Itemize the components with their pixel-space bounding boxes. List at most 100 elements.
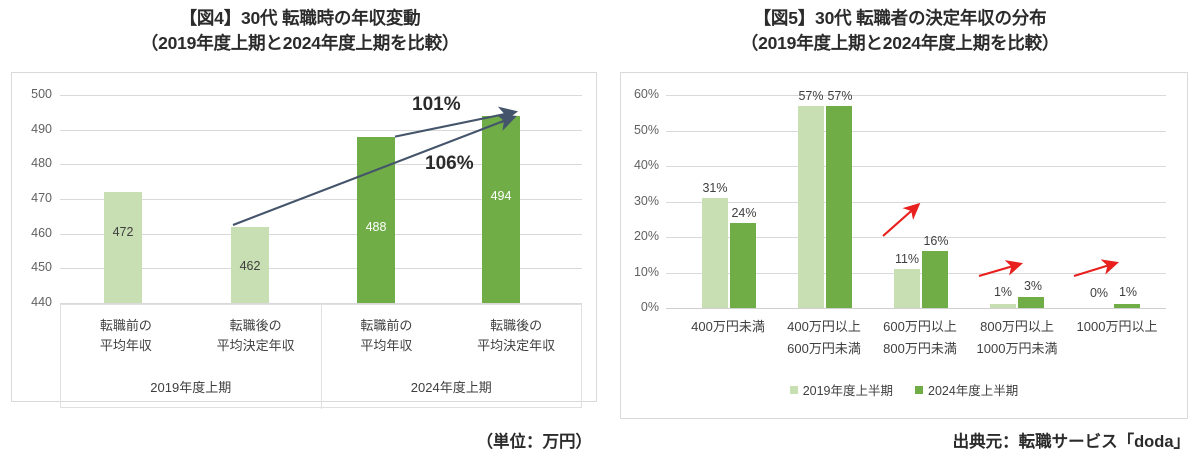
value-2024-g2: 57% bbox=[827, 89, 853, 103]
bar-2024-g1 bbox=[730, 222, 756, 308]
bar-value-462: 462 bbox=[239, 259, 261, 273]
gridline-60pct bbox=[666, 95, 1166, 96]
value-2024-g4: 3% bbox=[1023, 279, 1043, 293]
y-tick-440: 440 bbox=[31, 295, 52, 309]
gridline-40pct bbox=[666, 166, 1166, 167]
figure-5-title-line1: 【図5】30代 転職者の決定年収の分布 bbox=[753, 8, 1047, 28]
x-label-4-line1: 800万円以上 bbox=[980, 319, 1054, 334]
category-2-line2: 平均決定年収 bbox=[216, 338, 295, 353]
figure-5-title-line2: （2019年度上期と2024年度上期を比較） bbox=[740, 33, 1060, 54]
y-tick-470: 470 bbox=[31, 191, 52, 205]
bar-2024-g3 bbox=[922, 251, 948, 308]
x-label-1-line1: 400万円未満 bbox=[691, 319, 765, 334]
bar-value-494: 494 bbox=[490, 189, 512, 203]
legend-label-2019: 2019年度上半期 bbox=[802, 384, 893, 398]
annotation-101: 101% bbox=[412, 94, 461, 115]
x-label-3-line2: 800万円未満 bbox=[883, 341, 957, 357]
y-tick-460: 460 bbox=[31, 225, 52, 240]
bar-2024-g5 bbox=[1114, 304, 1140, 308]
figure-5-arrow-layer bbox=[882, 202, 1120, 278]
figure-5-legend: 2019年度上半期 2024年度上半期 bbox=[621, 380, 1187, 399]
value-2024-g3: 16% bbox=[923, 234, 949, 248]
bar-2024-after bbox=[482, 115, 520, 303]
x-label-group-4: 800万円以上 1000万円未満 bbox=[957, 316, 1077, 360]
legend-item-2019[interactable]: 2019年度上半期 bbox=[789, 380, 893, 399]
y-tick-480: 480 bbox=[31, 156, 52, 171]
value-2024-g1: 24% bbox=[731, 206, 757, 220]
category-3-line2: 平均年収 bbox=[360, 338, 413, 353]
y-tick-500: 500 bbox=[31, 87, 52, 101]
x-label-group-1: 400万円未満 bbox=[671, 316, 785, 338]
figure-4-panel: 【図4】30代 転職時の年収変動 （2019年度上期と2024年度上期を比較） … bbox=[0, 6, 600, 451]
value-2019-g2: 57% bbox=[798, 89, 824, 103]
gridline-450 bbox=[60, 268, 582, 270]
y-tick-0pct: 0% bbox=[640, 300, 659, 314]
bar-value-472: 472 bbox=[112, 225, 134, 239]
y-tick-450: 450 bbox=[31, 260, 52, 275]
value-2019-g5: 0% bbox=[1089, 286, 1109, 300]
arrow-106 bbox=[232, 114, 517, 226]
y-tick-490: 490 bbox=[31, 121, 52, 136]
value-2019-g3: 11% bbox=[894, 252, 920, 266]
x-label-group-2: 400万円以上 600万円未満 bbox=[767, 316, 881, 360]
y-tick-60pct: 60% bbox=[633, 87, 659, 101]
figure-4-unit-note: （単位：万円） bbox=[476, 433, 593, 451]
x-label-4-line2: 1000万円未満 bbox=[976, 341, 1058, 357]
legend-label-2024: 2024年度上半期 bbox=[928, 384, 1019, 398]
bar-2019-before bbox=[104, 192, 142, 303]
bar-2024-g2 bbox=[826, 105, 852, 308]
category-1-line1: 転職前の bbox=[99, 317, 152, 333]
legend-swatch-2024-icon bbox=[915, 385, 923, 394]
gridline-500 bbox=[60, 95, 582, 96]
trend-arrow-g4 bbox=[978, 260, 1024, 278]
figure-4-title-line1: 【図4】30代 転職時の年収変動 bbox=[179, 8, 421, 28]
figure-5-title: 【図5】30代 転職者の決定年収の分布 （2019年度上期と2024年度上期を比… bbox=[600, 6, 1200, 57]
category-cell-1: 転職前の 平均年収 bbox=[61, 305, 191, 367]
group-cell-2024: 2024年度上期 bbox=[320, 367, 582, 409]
y-tick-40pct: 40% bbox=[633, 158, 659, 172]
figure-4-title: 【図4】30代 転職時の年収変動 （2019年度上期と2024年度上期を比較） bbox=[0, 6, 600, 57]
gridline-460 bbox=[60, 233, 582, 235]
category-3-line1: 転職前の bbox=[360, 317, 413, 333]
value-2024-g5: 1% bbox=[1118, 285, 1138, 299]
category-cell-2: 転職後の 平均決定年収 bbox=[191, 305, 321, 367]
trend-arrow-g5 bbox=[1073, 259, 1120, 278]
gridline-470 bbox=[60, 199, 582, 200]
x-label-group-3: 600万円以上 800万円未満 bbox=[863, 316, 977, 360]
y-tick-50pct: 50% bbox=[633, 122, 659, 137]
figure-5-source-note: 出典元：転職サービス「doda」 bbox=[952, 433, 1190, 451]
axis-baseline-0pct bbox=[666, 308, 1166, 309]
x-label-group-5: 1000万円以上 bbox=[1055, 316, 1179, 338]
gridline-50pct bbox=[666, 130, 1166, 132]
bar-value-488: 488 bbox=[365, 220, 387, 234]
value-2019-g4: 1% bbox=[993, 285, 1013, 299]
bar-2019-g2 bbox=[798, 105, 824, 308]
category-4-line2: 平均決定年収 bbox=[477, 338, 556, 353]
gridline-480 bbox=[60, 164, 582, 166]
x-label-2-line2: 600万円未満 bbox=[787, 341, 861, 357]
figure-4-title-line2: （2019年度上期と2024年度上期を比較） bbox=[140, 33, 460, 54]
gridline-30pct bbox=[666, 201, 1166, 203]
legend-item-2024[interactable]: 2024年度上半期 bbox=[915, 380, 1018, 399]
legend-swatch-2019-icon bbox=[789, 385, 798, 394]
bar-2019-g4 bbox=[990, 304, 1016, 308]
category-row-top: 転職前の 平均年収 転職後の 平均決定年収 転職前の 平均年収 bbox=[61, 305, 581, 367]
figure-4-chart-frame: 500 490 480 470 460 450 440 472 462 488 … bbox=[11, 72, 597, 409]
category-1-line2: 平均年収 bbox=[99, 338, 152, 353]
category-4-line1: 転職後の bbox=[490, 317, 543, 333]
gridline-20pct bbox=[666, 237, 1166, 238]
trend-arrow-g3 bbox=[882, 202, 921, 237]
category-row-group: 2019年度上期 2024年度上期 bbox=[61, 367, 581, 409]
value-2019-g1: 31% bbox=[702, 181, 728, 195]
y-tick-30pct: 30% bbox=[633, 193, 659, 208]
gridline-440 bbox=[60, 303, 582, 304]
y-tick-10pct: 10% bbox=[633, 264, 659, 279]
annotation-106: 106% bbox=[425, 153, 474, 174]
x-label-3-line1: 600万円以上 bbox=[883, 319, 957, 334]
category-2-line1: 転職後の bbox=[229, 317, 282, 333]
figure-5-chart-frame: 60% 50% 40% 30% 20% 10% 0% 31% 24% bbox=[620, 72, 1188, 419]
category-cell-4: 転職後の 平均決定年収 bbox=[451, 305, 581, 367]
arrow-101 bbox=[394, 106, 519, 138]
group-cell-2019: 2019年度上期 bbox=[150, 379, 232, 395]
